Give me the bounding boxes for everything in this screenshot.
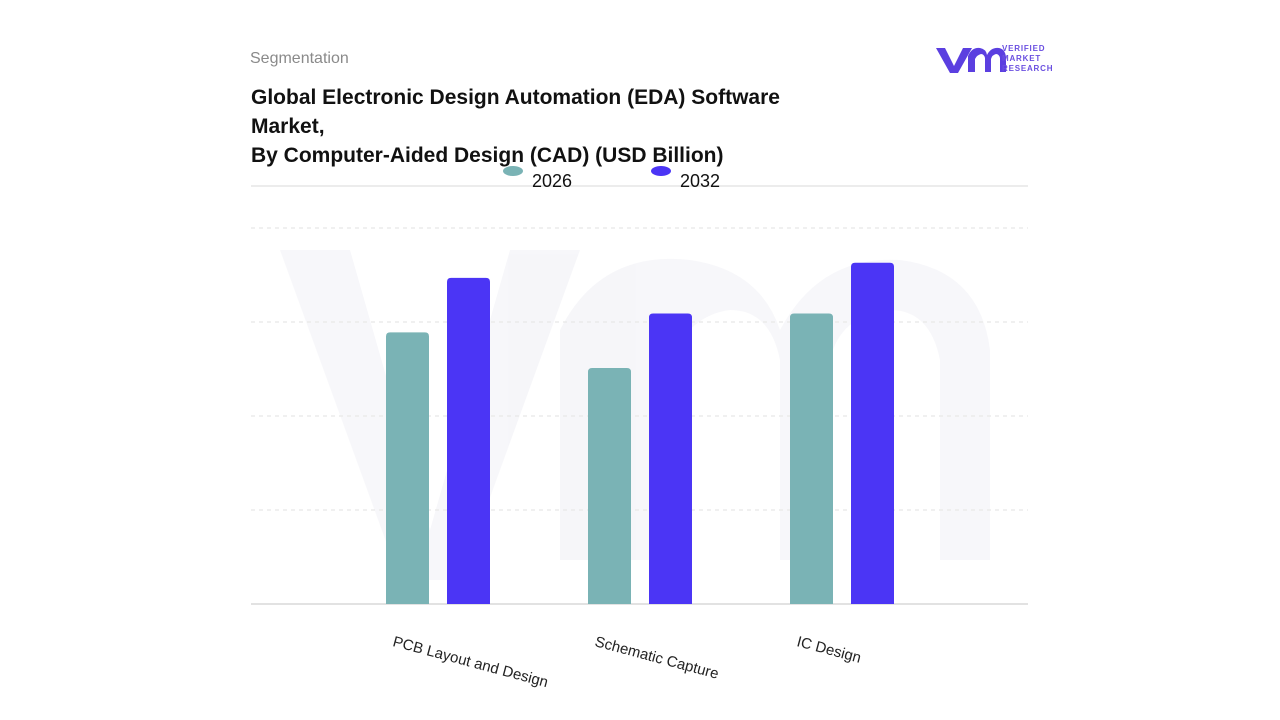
bar: [386, 332, 429, 604]
x-tick-label: IC Design: [795, 633, 863, 666]
legend-label: 2032: [680, 171, 720, 191]
legend-swatch: [503, 166, 523, 176]
x-tick-label: Schematic Capture: [593, 633, 721, 682]
chart-title-block: Global Electronic Design Automation (EDA…: [251, 83, 796, 170]
logo: [936, 47, 1006, 73]
chart-title: Global Electronic Design Automation (EDA…: [251, 86, 780, 138]
logo-text: RESEARCH: [1002, 64, 1053, 73]
logo-text: VERIFIED: [1002, 44, 1045, 53]
legend-swatch: [651, 166, 671, 176]
logo-mark: [968, 47, 1006, 72]
bar: [649, 313, 692, 604]
logo-text: MARKET: [1002, 54, 1041, 63]
legend-label: 2026: [532, 171, 572, 191]
bar: [851, 262, 894, 604]
segment-label: Segmentation: [250, 50, 349, 67]
bar: [447, 277, 490, 604]
logo-mark: [936, 48, 972, 73]
bar: [588, 368, 631, 604]
bar: [790, 313, 833, 604]
chart-subtitle: By Computer-Aided Design (CAD) (USD Bill…: [251, 144, 724, 167]
x-tick-label: PCB Layout and Design: [391, 633, 550, 691]
